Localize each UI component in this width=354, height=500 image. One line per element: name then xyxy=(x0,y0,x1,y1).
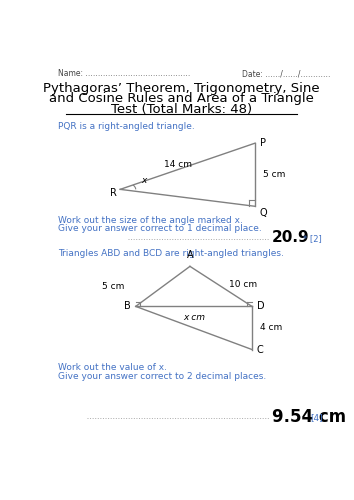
Text: x cm: x cm xyxy=(183,312,205,322)
Text: [4]: [4] xyxy=(310,414,323,422)
Text: Pythagoras’ Theorem, Trigonometry, Sine: Pythagoras’ Theorem, Trigonometry, Sine xyxy=(43,82,320,94)
Text: 5 cm: 5 cm xyxy=(102,282,125,291)
Text: R: R xyxy=(110,188,117,198)
Text: 10 cm: 10 cm xyxy=(229,280,257,289)
Text: 14 cm: 14 cm xyxy=(164,160,192,169)
Text: 5 cm: 5 cm xyxy=(263,170,285,179)
Text: Name: ……………………………………: Name: …………………………………… xyxy=(58,69,190,78)
Text: * [2]: * [2] xyxy=(303,234,322,243)
Text: PQR is a right-angled triangle.: PQR is a right-angled triangle. xyxy=(58,122,195,130)
Text: D: D xyxy=(257,302,264,312)
Text: Give your answer correct to 1 decimal place.: Give your answer correct to 1 decimal pl… xyxy=(58,224,262,233)
Text: Give your answer correct to 2 decimal places.: Give your answer correct to 2 decimal pl… xyxy=(58,372,267,381)
Text: P: P xyxy=(260,138,266,148)
Text: A: A xyxy=(187,250,193,260)
Text: 9.54 cm: 9.54 cm xyxy=(272,408,346,426)
Text: 4 cm: 4 cm xyxy=(260,324,282,332)
Text: B: B xyxy=(124,302,130,312)
Text: Q: Q xyxy=(260,208,267,218)
Text: and Cosine Rules and Area of a Triangle: and Cosine Rules and Area of a Triangle xyxy=(49,92,314,106)
Text: Triangles ABD and BCD are right-angled triangles.: Triangles ABD and BCD are right-angled t… xyxy=(58,250,284,258)
Text: Test (Total Marks: 48): Test (Total Marks: 48) xyxy=(111,103,252,116)
Text: Work out the size of the angle marked x.: Work out the size of the angle marked x. xyxy=(58,216,243,224)
Text: C: C xyxy=(257,344,263,354)
Text: Work out the value of x.: Work out the value of x. xyxy=(58,364,167,372)
Text: 20.9: 20.9 xyxy=(272,230,310,244)
Text: Date: ……/……/…………: Date: ……/……/………… xyxy=(242,69,330,78)
Text: x: x xyxy=(141,176,146,184)
